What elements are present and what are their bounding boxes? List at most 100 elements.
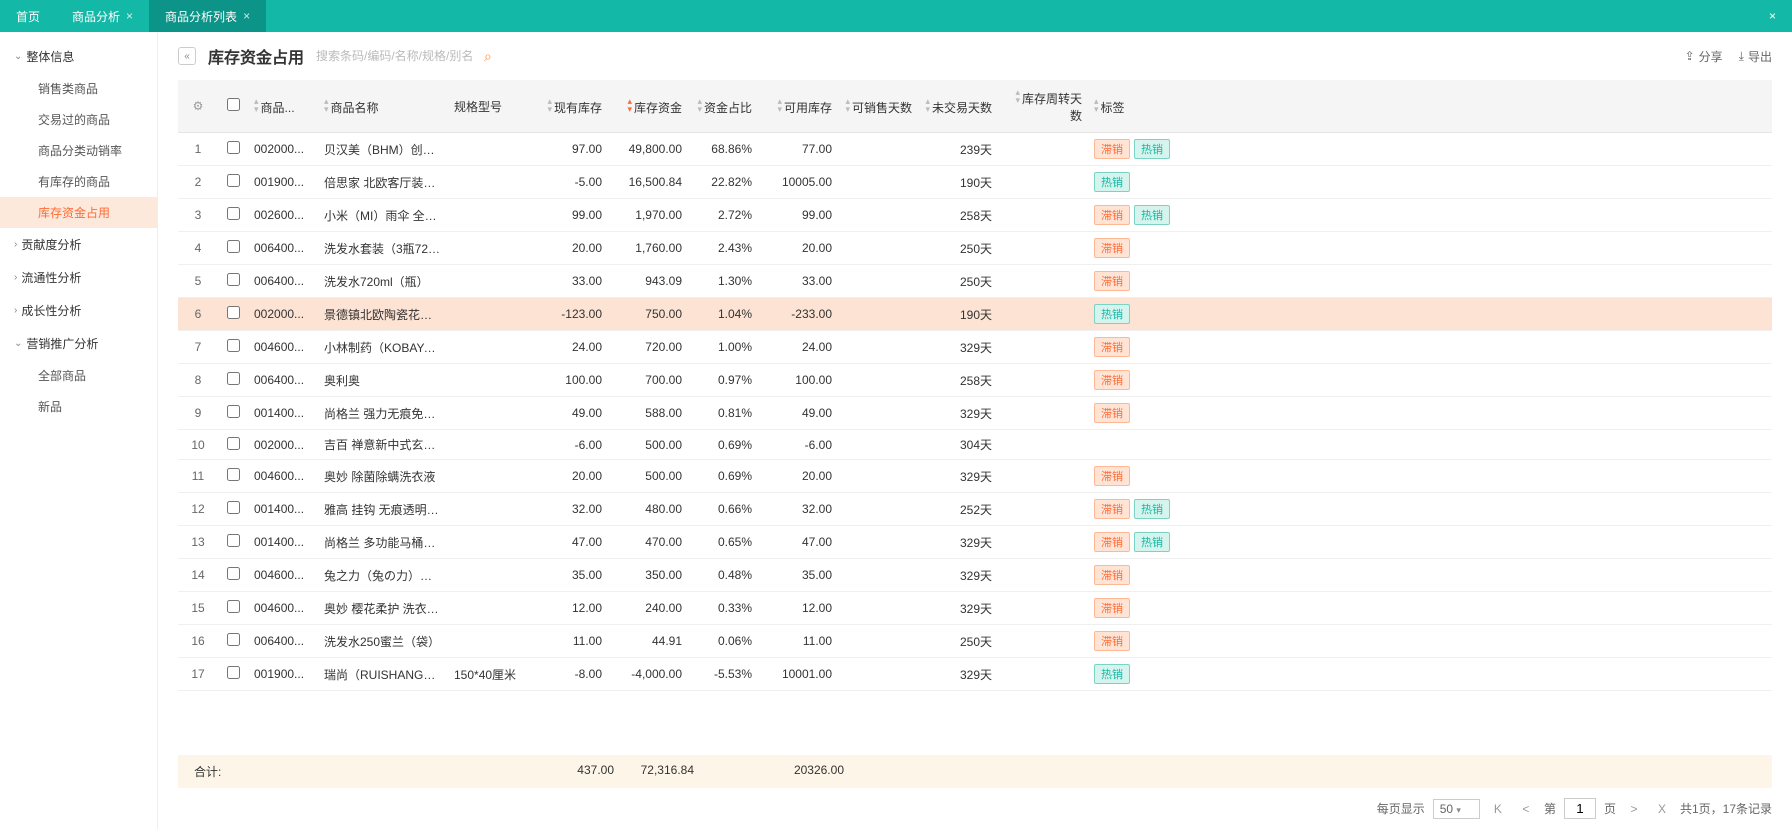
sort-icon[interactable]: ▴▾ xyxy=(845,97,850,113)
select-all-checkbox[interactable] xyxy=(227,98,240,111)
row-checkbox[interactable] xyxy=(227,666,240,679)
row-checkbox[interactable] xyxy=(227,633,240,646)
cell-tags: 热销 xyxy=(1088,658,1208,691)
column-header[interactable]: ▴▾库存资金 xyxy=(608,80,688,133)
row-checkbox[interactable] xyxy=(227,174,240,187)
row-checkbox[interactable] xyxy=(227,468,240,481)
table-row[interactable]: 6002000...景德镇北欧陶瓷花瓶摆件 仿-123.00750.001.04… xyxy=(178,298,1772,331)
sidebar-item[interactable]: 商品分类动销率 xyxy=(0,135,157,166)
column-header[interactable]: ▴▾现有库存 xyxy=(528,80,608,133)
row-checkbox[interactable] xyxy=(227,207,240,220)
column-header[interactable]: 规格型号 xyxy=(448,80,528,133)
top-tab[interactable]: 首页 xyxy=(0,0,56,32)
row-checkbox[interactable] xyxy=(227,405,240,418)
row-checkbox[interactable] xyxy=(227,339,240,352)
sidebar-item[interactable]: 销售类商品 xyxy=(0,73,157,104)
sort-icon[interactable]: ▴▾ xyxy=(925,97,930,113)
cell-name: 奥妙 樱花柔护 洗衣凝珠 10 xyxy=(318,592,448,625)
cell-chk xyxy=(218,199,248,232)
sidebar-group[interactable]: ⌄营销推广分析 xyxy=(0,327,157,360)
cell-avail: 24.00 xyxy=(758,331,838,364)
table-row[interactable]: 13001400...尚格兰 多功能马桶刷套装 带47.00470.000.65… xyxy=(178,526,1772,559)
sidebar-item[interactable]: 交易过的商品 xyxy=(0,104,157,135)
sort-icon[interactable]: ▴▾ xyxy=(1094,97,1099,113)
column-header[interactable]: ▴▾商品名称 xyxy=(318,80,448,133)
column-header[interactable]: ▴▾未交易天数 xyxy=(918,80,998,133)
row-checkbox[interactable] xyxy=(227,306,240,319)
column-header[interactable]: ▴▾可销售天数 xyxy=(838,80,918,133)
column-header[interactable] xyxy=(218,80,248,133)
first-page-button[interactable]: K xyxy=(1488,799,1508,819)
sidebar-group[interactable]: ›流通性分析 xyxy=(0,261,157,294)
row-checkbox[interactable] xyxy=(227,437,240,450)
sort-icon[interactable]: ▴▾ xyxy=(627,97,632,113)
prev-page-button[interactable]: < xyxy=(1516,799,1536,819)
row-checkbox[interactable] xyxy=(227,141,240,154)
page-title: 库存资金占用 xyxy=(208,44,304,68)
row-checkbox[interactable] xyxy=(227,273,240,286)
table-row[interactable]: 3002600...小米（MI）雨伞 全自动折叠99.001,970.002.7… xyxy=(178,199,1772,232)
table-row[interactable]: 9001400...尚格兰 强力无痕免打孔浴室49.00588.000.81%4… xyxy=(178,397,1772,430)
table-row[interactable]: 14004600...兔之力（兔の力）粘毛器粘35.00350.000.48%3… xyxy=(178,559,1772,592)
sidebar-item[interactable]: 有库存的商品 xyxy=(0,166,157,197)
table-row[interactable]: 15004600...奥妙 樱花柔护 洗衣凝珠 1012.00240.000.3… xyxy=(178,592,1772,625)
cell-notrade: 329天 xyxy=(918,397,998,430)
column-header[interactable]: ▴▾标签 xyxy=(1088,80,1208,133)
export-button[interactable]: ⤓导出 xyxy=(1739,48,1772,65)
table-row[interactable]: 17001900...瑞尚（RUISHANG）卧室150*40厘米-8.00-4… xyxy=(178,658,1772,691)
close-all-button[interactable]: × xyxy=(1761,0,1784,32)
share-button[interactable]: ⇪分享 xyxy=(1685,48,1723,65)
table-row[interactable]: 16006400...洗发水250蜜兰（袋）11.0044.910.06%11.… xyxy=(178,625,1772,658)
page-input[interactable] xyxy=(1564,798,1596,819)
next-page-button[interactable]: > xyxy=(1624,799,1644,819)
close-icon[interactable]: × xyxy=(243,9,250,23)
sort-icon[interactable]: ▴▾ xyxy=(697,97,702,113)
row-checkbox[interactable] xyxy=(227,501,240,514)
top-tab[interactable]: 商品分析× xyxy=(56,0,149,32)
cell-saledays xyxy=(838,265,918,298)
gear-icon[interactable]: ⚙ xyxy=(193,99,204,113)
table-row[interactable]: 8006400...奥利奥100.00700.000.97%100.00258天… xyxy=(178,364,1772,397)
sort-icon[interactable]: ▴▾ xyxy=(777,97,782,113)
row-checkbox[interactable] xyxy=(227,600,240,613)
row-checkbox[interactable] xyxy=(227,372,240,385)
column-header[interactable]: ▴▾资金占比 xyxy=(688,80,758,133)
table-row[interactable]: 5006400...洗发水720ml（瓶）33.00943.091.30%33.… xyxy=(178,265,1772,298)
column-header[interactable]: ⚙ xyxy=(178,80,218,133)
sort-icon[interactable]: ▴▾ xyxy=(547,97,552,113)
table-row[interactable]: 11004600...奥妙 除菌除螨洗衣液20.00500.000.69%20.… xyxy=(178,460,1772,493)
sidebar-group[interactable]: ›成长性分析 xyxy=(0,294,157,327)
close-icon[interactable]: × xyxy=(126,9,133,23)
row-checkbox[interactable] xyxy=(227,567,240,580)
page-suffix: 页 xyxy=(1604,800,1616,817)
table-row[interactable]: 1002000...贝汉美（BHM）创意北欧风97.0049,800.0068.… xyxy=(178,133,1772,166)
per-page-select[interactable]: 50 ▾ xyxy=(1433,799,1480,819)
sidebar-item[interactable]: 库存资金占用 xyxy=(0,197,157,228)
row-checkbox[interactable] xyxy=(227,534,240,547)
row-checkbox[interactable] xyxy=(227,240,240,253)
table-row[interactable]: 4006400...洗发水套装（3瓶720ml+1）20.001,760.002… xyxy=(178,232,1772,265)
cell-name: 小林制药（KOBAYASHI）E xyxy=(318,331,448,364)
column-header[interactable]: ▴▾可用库存 xyxy=(758,80,838,133)
table-row[interactable]: 7004600...小林制药（KOBAYASHI）E24.00720.001.0… xyxy=(178,331,1772,364)
top-tab[interactable]: 商品分析列表× xyxy=(149,0,266,32)
cell-idx: 8 xyxy=(178,364,218,397)
sort-icon[interactable]: ▴▾ xyxy=(1015,88,1020,104)
cell-turnover xyxy=(998,526,1088,559)
column-header[interactable]: ▴▾库存周转天数 xyxy=(998,80,1088,133)
table-row[interactable]: 2001900...倍思家 北欧客厅装饰画卧室-5.0016,500.8422.… xyxy=(178,166,1772,199)
last-page-button[interactable]: X xyxy=(1652,799,1672,819)
collapse-sidebar-button[interactable]: « xyxy=(178,47,196,65)
column-header[interactable]: ▴▾商品... xyxy=(248,80,318,133)
sidebar-item[interactable]: 全部商品 xyxy=(0,360,157,391)
sidebar-group[interactable]: ⌄整体信息 xyxy=(0,40,157,73)
sort-icon[interactable]: ▴▾ xyxy=(324,97,329,113)
search-input[interactable] xyxy=(316,49,476,63)
table-row[interactable]: 12001400...雅高 挂钩 无痕透明粘钩 强32.00480.000.66… xyxy=(178,493,1772,526)
table-row[interactable]: 10002000...吉百 禅意新中式玄关摆件客-6.00500.000.69%… xyxy=(178,430,1772,460)
sidebar-item[interactable]: 新品 xyxy=(0,391,157,422)
search-icon[interactable]: ⌕ xyxy=(484,48,492,65)
cell-saledays xyxy=(838,364,918,397)
sort-icon[interactable]: ▴▾ xyxy=(254,97,259,113)
sidebar-group[interactable]: ›贡献度分析 xyxy=(0,228,157,261)
